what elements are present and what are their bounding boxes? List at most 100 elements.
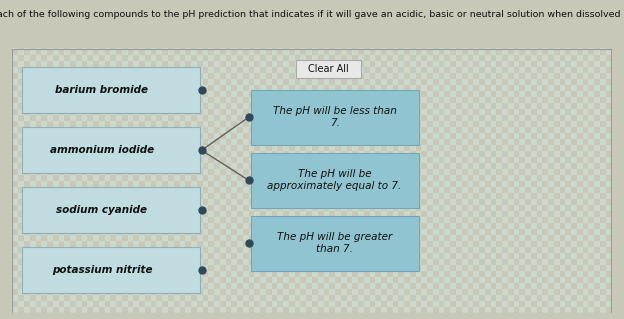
Bar [335,234,341,241]
Bar [283,181,289,187]
Bar [519,67,525,73]
Bar [312,223,318,229]
Bar [157,204,162,211]
Bar [99,181,105,187]
Bar [248,109,255,115]
Bar [381,174,387,181]
Bar [519,174,525,181]
Bar [110,61,116,67]
Bar [145,121,151,127]
Bar [289,139,295,145]
Bar [364,169,369,174]
Bar [41,133,47,139]
Bar [191,193,197,199]
Bar [312,163,318,169]
Bar [439,295,444,300]
Bar [36,259,41,265]
Bar [116,55,122,61]
Bar [64,265,70,271]
Bar [318,48,323,55]
Bar [105,151,110,157]
Bar [404,259,410,265]
Bar [577,151,583,157]
Bar [473,174,479,181]
Bar [381,187,387,193]
FancyBboxPatch shape [22,67,200,113]
Bar [496,234,502,241]
Bar [364,289,369,295]
Bar [41,109,47,115]
Bar [208,91,214,97]
Bar [548,157,554,163]
Bar [12,187,18,193]
Bar [433,229,439,234]
Bar [387,61,392,67]
Bar [116,174,122,181]
Bar [36,127,41,133]
Bar [306,277,312,283]
Bar [392,55,398,61]
Bar [173,139,180,145]
Bar [248,289,255,295]
Bar [479,157,485,163]
Bar [99,300,105,307]
Bar [99,229,105,234]
Bar [260,217,266,223]
Bar [318,241,323,247]
Bar [266,234,271,241]
Bar [404,211,410,217]
Bar [220,283,226,289]
Bar [416,307,421,313]
Bar [583,253,588,259]
Bar [208,187,214,193]
Bar [18,61,24,67]
Bar [260,169,266,174]
Bar [82,139,87,145]
Bar [260,204,266,211]
Bar [588,127,594,133]
Bar [427,307,433,313]
Bar [24,139,30,145]
Bar [404,199,410,204]
Bar [542,103,548,109]
Bar [433,169,439,174]
Bar [485,43,490,48]
Bar [157,133,162,139]
Bar [47,78,53,85]
Bar [203,253,208,259]
Bar [139,247,145,253]
Bar [583,61,588,67]
Bar [427,223,433,229]
Bar [346,151,353,157]
Bar [93,78,99,85]
Bar [47,211,53,217]
Bar [346,307,353,313]
Bar [226,169,232,174]
Bar [82,103,87,109]
Bar [243,115,248,121]
Bar [502,277,508,283]
Bar [283,109,289,115]
Bar [433,300,439,307]
Bar [490,181,496,187]
Bar [433,85,439,91]
Bar [266,151,271,157]
Bar [271,48,278,55]
Bar [139,163,145,169]
Bar [353,109,358,115]
Bar [410,204,416,211]
Bar [271,289,278,295]
Bar [53,229,59,234]
Bar [410,169,416,174]
Bar [485,103,490,109]
Bar [548,121,554,127]
Bar [537,204,542,211]
Bar [571,241,577,247]
Bar [600,151,606,157]
Bar [369,115,376,121]
Bar [93,283,99,289]
Bar [301,43,306,48]
Bar [53,181,59,187]
Bar [346,43,353,48]
Bar [364,121,369,127]
